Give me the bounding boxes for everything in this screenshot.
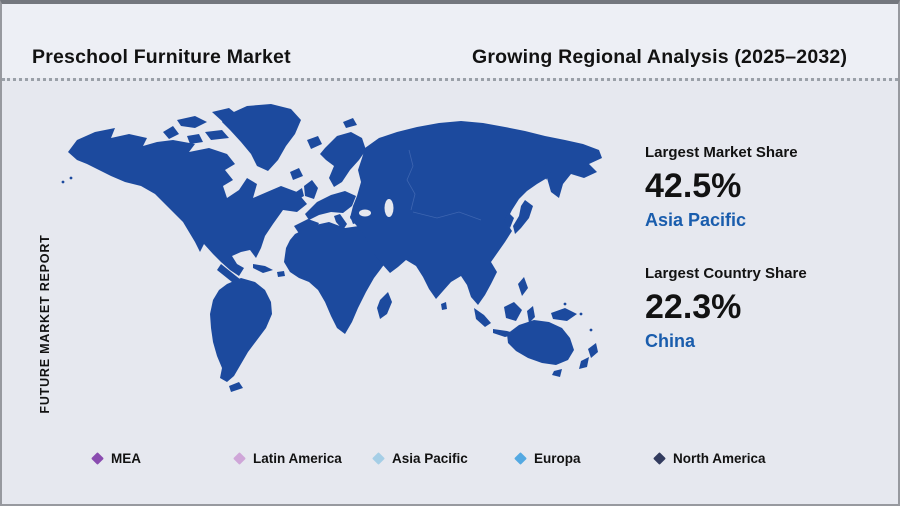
header-band (2, 4, 898, 78)
legend-label: Asia Pacific (392, 451, 468, 466)
legend-item-asia-pacific: Asia Pacific (372, 451, 468, 466)
stat-label: Largest Market Share (645, 144, 798, 161)
stat-country-share: Largest Country Share 22.3% China (645, 265, 885, 352)
diamond-marker-icon (514, 452, 527, 465)
brand-vertical-label: FUTURE MARKET REPORT (38, 234, 52, 414)
diamond-marker-icon (653, 452, 666, 465)
legend-item-north-america: North America (653, 451, 766, 466)
world-map-land (61, 104, 602, 392)
stat-value: 22.3% (645, 288, 742, 326)
stat-value: 42.5% (645, 167, 742, 205)
stat-region: Asia Pacific (645, 210, 747, 230)
stat-market-share: Largest Market Share 42.5% Asia Pacific (645, 144, 885, 231)
diamond-marker-icon (233, 452, 246, 465)
world-map (57, 92, 647, 404)
legend-label: Europa (534, 451, 581, 466)
legend-item-europa: Europa (514, 451, 581, 466)
legend-item-mea: MEA (91, 451, 141, 466)
stat-label: Largest Country Share (645, 265, 807, 282)
stats-panel: Largest Market Share 42.5% Asia Pacific … (645, 144, 885, 386)
legend-label: North America (673, 451, 766, 466)
world-map-svg (61, 104, 602, 392)
diamond-marker-icon (91, 452, 104, 465)
legend-label: MEA (111, 451, 141, 466)
diamond-marker-icon (372, 452, 385, 465)
world-map-borders (406, 149, 482, 221)
page-subtitle: Growing Regional Analysis (2025–2032) (472, 46, 848, 68)
legend-item-latin-america: Latin America (233, 451, 342, 466)
legend: MEA Latin America Asia Pacific Europa No… (2, 451, 898, 471)
legend-label: Latin America (253, 451, 342, 466)
world-map-seas (359, 199, 394, 217)
stat-region: China (645, 331, 696, 351)
page-title: Preschool Furniture Market (32, 46, 291, 68)
dotted-divider (2, 78, 898, 81)
